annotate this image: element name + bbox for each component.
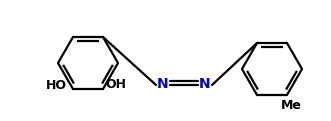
Text: N: N: [157, 77, 169, 91]
Text: Me: Me: [281, 99, 302, 112]
Text: N: N: [199, 77, 211, 91]
Text: OH: OH: [105, 79, 126, 91]
Text: HO: HO: [46, 79, 67, 92]
